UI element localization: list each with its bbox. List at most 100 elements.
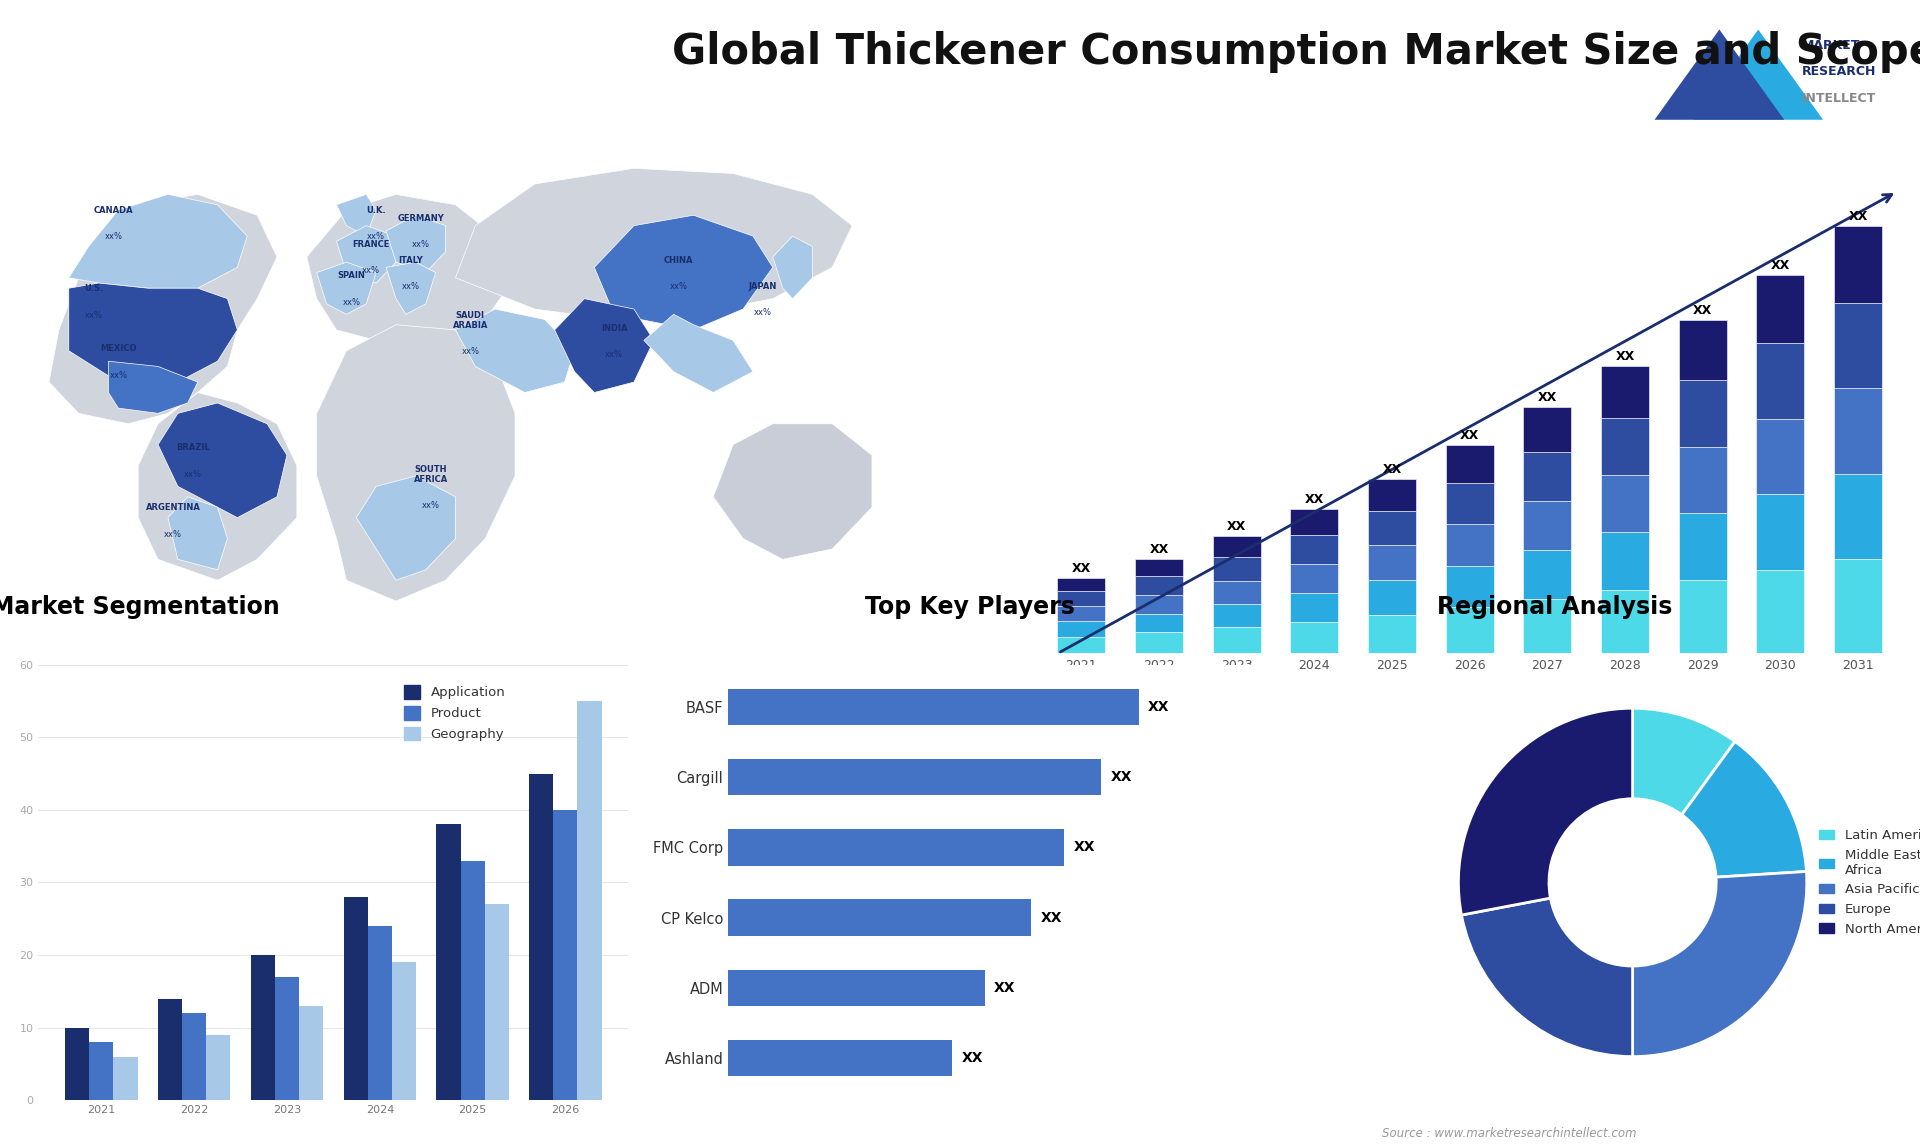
Bar (1834, 303, 1882, 388)
Text: U.K.: U.K. (367, 206, 386, 215)
Bar (1601, 533, 1649, 590)
Text: Top Key Players: Top Key Players (864, 595, 1075, 619)
Bar (1058, 621, 1106, 636)
Polygon shape (167, 497, 227, 570)
Bar (1213, 604, 1261, 627)
Text: ITALY: ITALY (399, 256, 422, 265)
Text: XX: XX (1615, 350, 1634, 363)
Text: xx%: xx% (422, 501, 440, 510)
Bar (1601, 474, 1649, 533)
Polygon shape (157, 403, 286, 518)
Text: MARKET: MARKET (1803, 39, 1860, 52)
Text: xx%: xx% (755, 308, 772, 317)
Polygon shape (455, 309, 574, 392)
Polygon shape (1655, 30, 1784, 120)
Text: XX: XX (1150, 543, 1169, 556)
Bar (344, 897, 369, 1100)
Bar (578, 701, 601, 1100)
Bar (1678, 513, 1726, 580)
Text: xx%: xx% (401, 282, 420, 291)
Text: GERMANY: GERMANY (397, 214, 444, 223)
Bar (1601, 366, 1649, 417)
Text: xx%: xx% (670, 282, 687, 291)
Bar (65, 1028, 90, 1100)
Text: Global Thickener Consumption Market Size and Scope: Global Thickener Consumption Market Size… (672, 31, 1920, 72)
Text: xx%: xx% (109, 370, 127, 379)
Polygon shape (138, 392, 298, 580)
Bar (1213, 557, 1261, 581)
Bar (1757, 275, 1805, 343)
Text: XX: XX (1073, 840, 1094, 854)
Bar (1290, 621, 1338, 653)
Text: XX: XX (962, 1051, 983, 1065)
Bar (392, 963, 417, 1100)
Bar (252, 955, 275, 1100)
Polygon shape (69, 283, 238, 382)
Bar (1135, 558, 1183, 575)
Text: INDIA: INDIA (601, 323, 628, 332)
Bar (728, 900, 1031, 936)
Bar (157, 998, 182, 1100)
Text: Market Segmentation: Market Segmentation (0, 595, 280, 619)
Polygon shape (336, 195, 376, 236)
Text: xx%: xx% (84, 311, 102, 320)
Bar (1290, 564, 1338, 592)
Bar (1058, 578, 1106, 591)
Bar (1058, 636, 1106, 653)
Bar (1446, 607, 1494, 653)
Bar (728, 829, 1064, 865)
Text: XX: XX (1459, 429, 1478, 442)
Bar (1834, 559, 1882, 653)
Bar (1135, 575, 1183, 595)
Polygon shape (108, 361, 198, 414)
Bar (1135, 633, 1183, 653)
Text: xx%: xx% (363, 266, 380, 275)
Bar (1290, 535, 1338, 564)
Text: SPAIN: SPAIN (338, 272, 365, 281)
Bar (1135, 595, 1183, 613)
Bar (1601, 417, 1649, 474)
Text: FRANCE: FRANCE (353, 241, 390, 249)
Legend: Latin America, Middle East &
Africa, Asia Pacific, Europe, North America: Latin America, Middle East & Africa, Asi… (1812, 824, 1920, 941)
Bar (1834, 226, 1882, 303)
Polygon shape (595, 215, 772, 330)
Bar (1213, 627, 1261, 653)
Text: BRAZIL: BRAZIL (177, 444, 209, 453)
Bar (1834, 388, 1882, 473)
Text: SAUDI
ARABIA: SAUDI ARABIA (453, 312, 488, 330)
Bar (275, 976, 300, 1100)
Polygon shape (307, 195, 515, 340)
Bar (182, 1013, 205, 1100)
Text: Regional Analysis: Regional Analysis (1436, 595, 1672, 619)
Text: XX: XX (995, 981, 1016, 995)
Bar (1213, 581, 1261, 604)
Text: xx%: xx% (163, 529, 182, 539)
Bar (1213, 536, 1261, 557)
Wedge shape (1459, 708, 1632, 915)
Text: Source : www.marketresearchintellect.com: Source : www.marketresearchintellect.com (1382, 1128, 1638, 1140)
Bar (1367, 545, 1417, 580)
Text: CHINA: CHINA (664, 256, 693, 265)
Polygon shape (69, 195, 248, 289)
Bar (1678, 580, 1726, 653)
Bar (530, 774, 553, 1100)
Polygon shape (643, 314, 753, 392)
Bar (1757, 494, 1805, 570)
Legend: Application, Product, Geography: Application, Product, Geography (399, 680, 511, 746)
Bar (1757, 418, 1805, 494)
Text: SOUTH
AFRICA: SOUTH AFRICA (413, 465, 447, 484)
Bar (1446, 445, 1494, 482)
Bar (1367, 615, 1417, 653)
Bar (461, 861, 484, 1100)
Bar (1523, 550, 1571, 599)
Polygon shape (317, 324, 515, 601)
Wedge shape (1632, 708, 1736, 815)
Polygon shape (455, 168, 852, 320)
Bar (484, 904, 509, 1100)
Text: RESEARCH: RESEARCH (1803, 65, 1876, 78)
Bar (1135, 613, 1183, 633)
Bar (1757, 570, 1805, 653)
Bar (1523, 452, 1571, 501)
Bar (728, 970, 985, 1006)
Text: xx%: xx% (461, 347, 480, 356)
